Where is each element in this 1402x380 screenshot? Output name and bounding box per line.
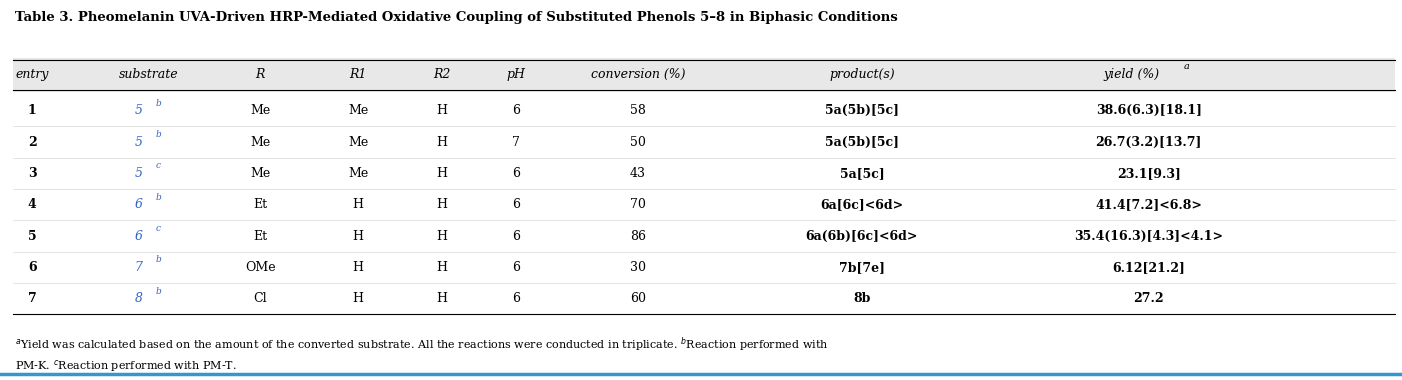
Text: Me: Me [348, 136, 369, 149]
Text: Me: Me [348, 104, 369, 117]
Text: H: H [436, 198, 447, 211]
Text: H: H [436, 261, 447, 274]
Text: R2: R2 [433, 68, 451, 81]
Text: 6: 6 [135, 230, 143, 242]
Text: 6: 6 [135, 198, 143, 211]
Text: conversion (%): conversion (%) [590, 68, 686, 81]
Text: H: H [436, 167, 447, 180]
Text: Table 3. Pheomelanin UVA-Driven HRP-Mediated Oxidative Coupling of Substituted P: Table 3. Pheomelanin UVA-Driven HRP-Medi… [15, 11, 899, 24]
Text: a: a [1183, 62, 1190, 71]
Text: Et: Et [254, 230, 268, 242]
Text: 6: 6 [512, 292, 520, 305]
Text: 6: 6 [512, 104, 520, 117]
Text: yield (%): yield (%) [1103, 68, 1159, 81]
Text: H: H [436, 230, 447, 242]
Text: pH: pH [508, 68, 526, 81]
Text: 58: 58 [629, 104, 646, 117]
Text: 6a[6c]<6d>: 6a[6c]<6d> [820, 198, 903, 211]
Text: 38.6(6.3)[18.1]: 38.6(6.3)[18.1] [1096, 104, 1202, 117]
Text: Me: Me [250, 136, 271, 149]
Text: R1: R1 [349, 68, 367, 81]
Text: $^{a}$Yield was calculated based on the amount of the converted substrate. All t: $^{a}$Yield was calculated based on the … [15, 335, 829, 354]
Text: c: c [156, 224, 160, 233]
Text: 7b[7e]: 7b[7e] [838, 261, 885, 274]
Text: 23.1[9.3]: 23.1[9.3] [1117, 167, 1180, 180]
Text: 4: 4 [28, 198, 36, 211]
Text: 5: 5 [28, 230, 36, 242]
Text: 5: 5 [135, 104, 143, 117]
Text: 26.7(3.2)[13.7]: 26.7(3.2)[13.7] [1095, 136, 1202, 149]
Text: 30: 30 [629, 261, 646, 274]
Text: entry: entry [15, 68, 49, 81]
Text: PM-K. $^{c}$Reaction performed with PM-T.: PM-K. $^{c}$Reaction performed with PM-T… [15, 358, 237, 374]
Text: product(s): product(s) [829, 68, 894, 81]
Text: H: H [436, 104, 447, 117]
Text: 50: 50 [629, 136, 646, 149]
Text: H: H [353, 230, 363, 242]
Text: Me: Me [250, 104, 271, 117]
Text: 5: 5 [135, 136, 143, 149]
Text: 5a(5b)[5c]: 5a(5b)[5c] [824, 136, 899, 149]
Text: 60: 60 [629, 292, 646, 305]
Text: 3: 3 [28, 167, 36, 180]
Text: 6: 6 [512, 261, 520, 274]
Text: b: b [156, 99, 161, 108]
Text: H: H [436, 136, 447, 149]
Text: 35.4(16.3)[4.3]<4.1>: 35.4(16.3)[4.3]<4.1> [1074, 230, 1224, 242]
Text: c: c [156, 162, 160, 170]
Text: 86: 86 [629, 230, 646, 242]
Text: 8: 8 [135, 292, 143, 305]
Text: H: H [353, 261, 363, 274]
Text: 70: 70 [629, 198, 646, 211]
Text: 8b: 8b [854, 292, 871, 305]
Text: Et: Et [254, 198, 268, 211]
Text: 6: 6 [28, 261, 36, 274]
Text: b: b [156, 130, 161, 139]
Text: b: b [156, 287, 161, 296]
Text: R: R [255, 68, 265, 81]
Text: 5a(5b)[5c]: 5a(5b)[5c] [824, 104, 899, 117]
Text: Me: Me [250, 167, 271, 180]
Text: OMe: OMe [245, 261, 276, 274]
Text: b: b [156, 255, 161, 264]
Text: 2: 2 [28, 136, 36, 149]
Text: 6a(6b)[6c]<6d>: 6a(6b)[6c]<6d> [806, 230, 918, 242]
FancyBboxPatch shape [13, 58, 1395, 92]
Text: 7: 7 [28, 292, 36, 305]
Text: 7: 7 [135, 261, 143, 274]
Text: 6.12[21.2]: 6.12[21.2] [1112, 261, 1185, 274]
Text: 6: 6 [512, 167, 520, 180]
Text: H: H [436, 292, 447, 305]
Text: H: H [353, 292, 363, 305]
Text: 27.2: 27.2 [1133, 292, 1164, 305]
Text: 6: 6 [512, 230, 520, 242]
Text: 5: 5 [135, 167, 143, 180]
Text: Cl: Cl [254, 292, 266, 305]
Text: substrate: substrate [119, 68, 178, 81]
Text: 41.4[7.2]<6.8>: 41.4[7.2]<6.8> [1095, 198, 1202, 211]
Text: 7: 7 [512, 136, 520, 149]
Text: Me: Me [348, 167, 369, 180]
Text: H: H [353, 198, 363, 211]
Text: b: b [156, 193, 161, 202]
Text: 6: 6 [512, 198, 520, 211]
Text: 1: 1 [28, 104, 36, 117]
Text: 43: 43 [629, 167, 646, 180]
Text: 5a[5c]: 5a[5c] [840, 167, 885, 180]
